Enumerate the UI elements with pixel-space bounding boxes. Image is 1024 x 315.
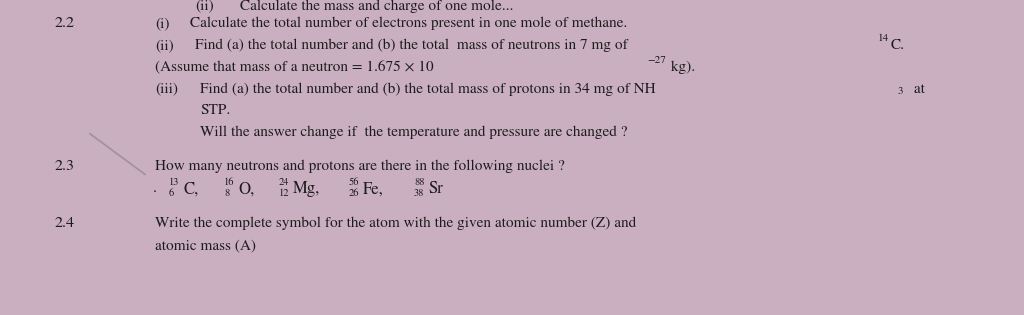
Text: (i): (i) — [155, 17, 170, 30]
Text: kg).: kg). — [667, 60, 695, 74]
Text: 56: 56 — [349, 177, 359, 187]
Text: 26: 26 — [349, 188, 359, 198]
Text: ·: · — [153, 184, 157, 198]
Text: (Assume that mass of a neutron = 1.675 × 10: (Assume that mass of a neutron = 1.675 ×… — [155, 60, 433, 74]
Text: Write the complete symbol for the atom with the given atomic number (Z) and: Write the complete symbol for the atom w… — [155, 217, 636, 230]
Text: Find (a) the total number and (b) the total  mass of neutrons in 7 mg of: Find (a) the total number and (b) the to… — [195, 39, 632, 52]
Text: (ii): (ii) — [155, 39, 174, 52]
Text: 3: 3 — [898, 86, 903, 96]
Text: 24: 24 — [279, 177, 290, 187]
Text: 16: 16 — [224, 177, 234, 187]
Text: C,: C, — [183, 181, 199, 197]
Text: −27: −27 — [647, 55, 666, 65]
Text: Mg,: Mg, — [293, 181, 321, 197]
Text: Will the answer change if  the temperature and pressure are changed ?: Will the answer change if the temperatur… — [200, 126, 628, 139]
Text: Sr: Sr — [428, 181, 442, 197]
Text: at: at — [910, 82, 925, 96]
Text: 6: 6 — [169, 188, 174, 198]
Text: atomic mass (A): atomic mass (A) — [155, 239, 256, 252]
Text: C.: C. — [891, 39, 905, 52]
Text: 14: 14 — [878, 34, 889, 43]
Text: 13: 13 — [169, 177, 179, 187]
Text: (iii): (iii) — [155, 82, 178, 96]
Text: 2.2: 2.2 — [55, 17, 75, 30]
Text: 88: 88 — [414, 177, 425, 187]
Text: 8: 8 — [224, 188, 229, 198]
Text: 2.4: 2.4 — [55, 217, 75, 230]
Text: 38: 38 — [414, 188, 424, 198]
Text: Fe,: Fe, — [362, 181, 384, 197]
Text: O,: O, — [238, 181, 254, 197]
Text: How many neutrons and protons are there in the following nuclei ?: How many neutrons and protons are there … — [155, 159, 565, 173]
Text: STP.: STP. — [200, 104, 230, 117]
Text: Calculate the total number of electrons present in one mole of methane.: Calculate the total number of electrons … — [190, 17, 628, 30]
Text: 12: 12 — [279, 188, 290, 198]
Text: Find (a) the total number and (b) the total mass of protons in 34 mg of NH: Find (a) the total number and (b) the to… — [200, 82, 655, 96]
Text: Calculate the mass and charge of one mole...: Calculate the mass and charge of one mol… — [240, 0, 513, 13]
Text: 2.3: 2.3 — [55, 159, 75, 173]
Text: (ii): (ii) — [195, 0, 214, 13]
